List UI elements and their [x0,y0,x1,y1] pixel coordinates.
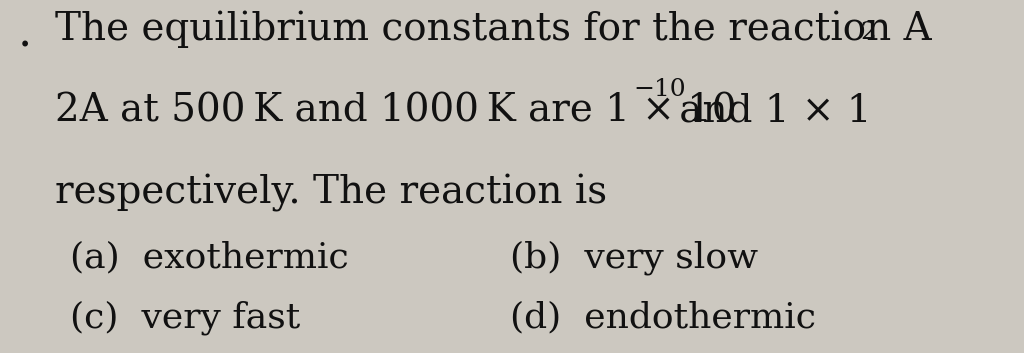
Text: and 1 × 1: and 1 × 1 [667,92,871,129]
Text: (d)  endothermic: (d) endothermic [510,300,816,334]
Text: 2: 2 [860,21,876,44]
Text: The equilibrium constants for the reaction A: The equilibrium constants for the reacti… [55,10,932,48]
Text: (c)  very fast: (c) very fast [70,300,300,335]
Text: 2A at 500 K and 1000 K are 1 × 10: 2A at 500 K and 1000 K are 1 × 10 [55,92,736,129]
Text: (a)  exothermic: (a) exothermic [70,240,349,274]
Text: .: . [18,12,32,55]
Text: −10: −10 [633,78,686,101]
Text: respectively. The reaction is: respectively. The reaction is [55,174,607,212]
Text: (b)  very slow: (b) very slow [510,240,758,275]
